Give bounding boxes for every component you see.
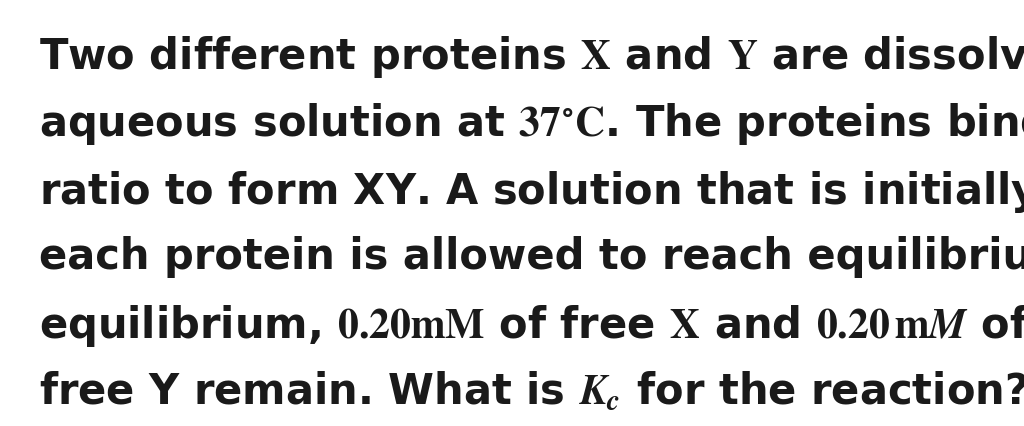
Text: ratio to form XY. A solution that is initially $\mathbf{1.00mM}$ in: ratio to form XY. A solution that is ini…	[39, 169, 1024, 215]
Text: free Y remain. What is $\mathit{K}_{\mathit{c}}$ for the reaction?: free Y remain. What is $\mathit{K}_{\mat…	[39, 371, 1024, 413]
Text: each protein is allowed to reach equilibrium. At: each protein is allowed to reach equilib…	[39, 236, 1024, 278]
Text: aqueous solution at $\mathbf{37^{\circ}C}$. The proteins bind in a 1: 1: aqueous solution at $\mathbf{37^{\circ}C…	[39, 101, 1024, 147]
Text: Two different proteins $\mathbf{X}$ and $\mathbf{Y}$ are dissolved in: Two different proteins $\mathbf{X}$ and …	[39, 34, 1024, 80]
Text: equilibrium, $\mathbf{0.20mM}$ of free $\mathbf{X}$ and $\mathbf{0.20\,m}\mathit: equilibrium, $\mathbf{0.20mM}$ of free $…	[39, 303, 1024, 349]
